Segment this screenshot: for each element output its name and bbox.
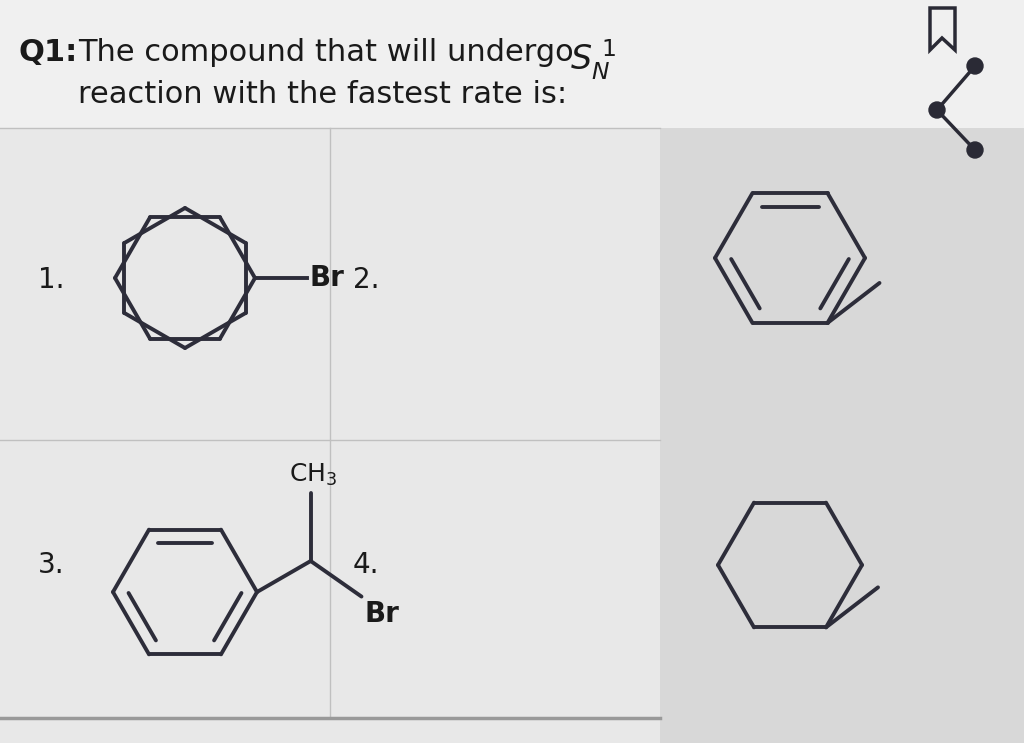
Text: Br: Br	[365, 600, 399, 628]
Text: The compound that will undergo: The compound that will undergo	[78, 38, 584, 67]
Text: 2.: 2.	[353, 266, 380, 294]
Circle shape	[967, 58, 983, 74]
Text: reaction with the fastest rate is:: reaction with the fastest rate is:	[78, 80, 567, 109]
Bar	[0, 128, 330, 440]
Text: $\mathit{S}_{N}^{\ 1}$: $\mathit{S}_{N}^{\ 1}$	[570, 38, 615, 82]
Text: 4.: 4.	[353, 551, 380, 579]
Text: 1.: 1.	[38, 266, 65, 294]
Text: Q1:: Q1:	[18, 38, 77, 67]
Bar	[660, 128, 1024, 743]
Text: 3.: 3.	[38, 551, 65, 579]
Bar	[0, 440, 330, 743]
Circle shape	[929, 102, 945, 118]
Bar	[330, 128, 660, 440]
Bar	[330, 440, 660, 743]
Bar	[660, 0, 1024, 128]
Text: CH$_3$: CH$_3$	[289, 462, 337, 488]
Text: Br: Br	[310, 264, 345, 292]
Bar	[0, 0, 1024, 128]
Circle shape	[967, 142, 983, 158]
